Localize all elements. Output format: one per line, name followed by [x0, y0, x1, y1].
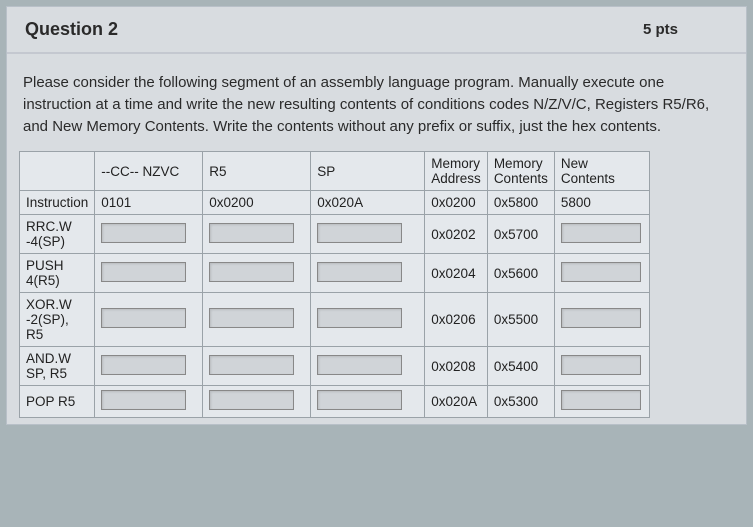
- r5-input[interactable]: [209, 355, 294, 375]
- question-prompt: Please consider the following segment of…: [7, 54, 746, 145]
- cc-input[interactable]: [101, 355, 186, 375]
- col-mem-contents: Memory Contents: [487, 152, 554, 191]
- table-row: XOR.W -2(SP), R5 0x0206 0x5500: [20, 293, 650, 347]
- r5-input[interactable]: [209, 223, 294, 243]
- trace-table: --CC-- NZVC R5 SP Memory Address Memory …: [19, 151, 650, 418]
- cc-input[interactable]: [101, 390, 186, 410]
- cell-sp: 0x020A: [311, 191, 425, 215]
- cell-mem-cont: 0x5500: [487, 293, 554, 347]
- row-label: POP R5: [20, 386, 95, 418]
- question-points: 5 pts: [643, 21, 728, 38]
- new-contents-input[interactable]: [561, 308, 641, 328]
- cc-input[interactable]: [101, 262, 186, 282]
- sp-input[interactable]: [317, 390, 402, 410]
- sp-input[interactable]: [317, 355, 402, 375]
- question-title: Question 2: [25, 19, 118, 40]
- cell-r5: 0x0200: [203, 191, 311, 215]
- cell-mem-addr: 0x020A: [425, 386, 488, 418]
- col-new-contents: New Contents: [554, 152, 649, 191]
- cell-cc: 0101: [95, 191, 203, 215]
- cell-cc: [95, 215, 203, 254]
- question-card: Question 2 5 pts Please consider the fol…: [6, 6, 747, 425]
- r5-input[interactable]: [209, 390, 294, 410]
- cell-mem-addr: 0x0200: [425, 191, 488, 215]
- table-row: Instruction 0101 0x0200 0x020A 0x0200 0x…: [20, 191, 650, 215]
- table-row: AND.W SP, R5 0x0208 0x5400: [20, 347, 650, 386]
- table-row: POP R5 0x020A 0x5300: [20, 386, 650, 418]
- row-label: XOR.W -2(SP), R5: [20, 293, 95, 347]
- question-header: Question 2 5 pts: [7, 7, 746, 54]
- new-contents-input[interactable]: [561, 223, 641, 243]
- cell-mem-cont: 0x5700: [487, 215, 554, 254]
- cell-new-cont: [554, 215, 649, 254]
- col-mem-addr: Memory Address: [425, 152, 488, 191]
- r5-input[interactable]: [209, 262, 294, 282]
- cell-mem-cont: 0x5300: [487, 386, 554, 418]
- r5-input[interactable]: [209, 308, 294, 328]
- row-label: AND.W SP, R5: [20, 347, 95, 386]
- cell-sp: [311, 215, 425, 254]
- cell-mem-cont: 0x5400: [487, 347, 554, 386]
- new-contents-input[interactable]: [561, 390, 641, 410]
- row-label: PUSH 4(R5): [20, 254, 95, 293]
- cell-mem-addr: 0x0206: [425, 293, 488, 347]
- cell-mem-cont: 0x5800: [487, 191, 554, 215]
- cc-input[interactable]: [101, 223, 186, 243]
- sp-input[interactable]: [317, 308, 402, 328]
- new-contents-input[interactable]: [561, 262, 641, 282]
- cell-mem-addr: 0x0202: [425, 215, 488, 254]
- col-sp: SP: [311, 152, 425, 191]
- sp-input[interactable]: [317, 223, 402, 243]
- row-label: RRC.W -4(SP): [20, 215, 95, 254]
- row-label: Instruction: [20, 191, 95, 215]
- cell-mem-cont: 0x5600: [487, 254, 554, 293]
- col-r5: R5: [203, 152, 311, 191]
- new-contents-input[interactable]: [561, 355, 641, 375]
- table-header-row: --CC-- NZVC R5 SP Memory Address Memory …: [20, 152, 650, 191]
- sp-input[interactable]: [317, 262, 402, 282]
- cc-input[interactable]: [101, 308, 186, 328]
- table-row: RRC.W -4(SP) 0x0202 0x5700: [20, 215, 650, 254]
- cell-new-cont: 5800: [554, 191, 649, 215]
- table-row: PUSH 4(R5) 0x0204 0x5600: [20, 254, 650, 293]
- cell-mem-addr: 0x0208: [425, 347, 488, 386]
- col-cc: --CC-- NZVC: [95, 152, 203, 191]
- cell-mem-addr: 0x0204: [425, 254, 488, 293]
- cell-r5: [203, 215, 311, 254]
- col-instruction: [20, 152, 95, 191]
